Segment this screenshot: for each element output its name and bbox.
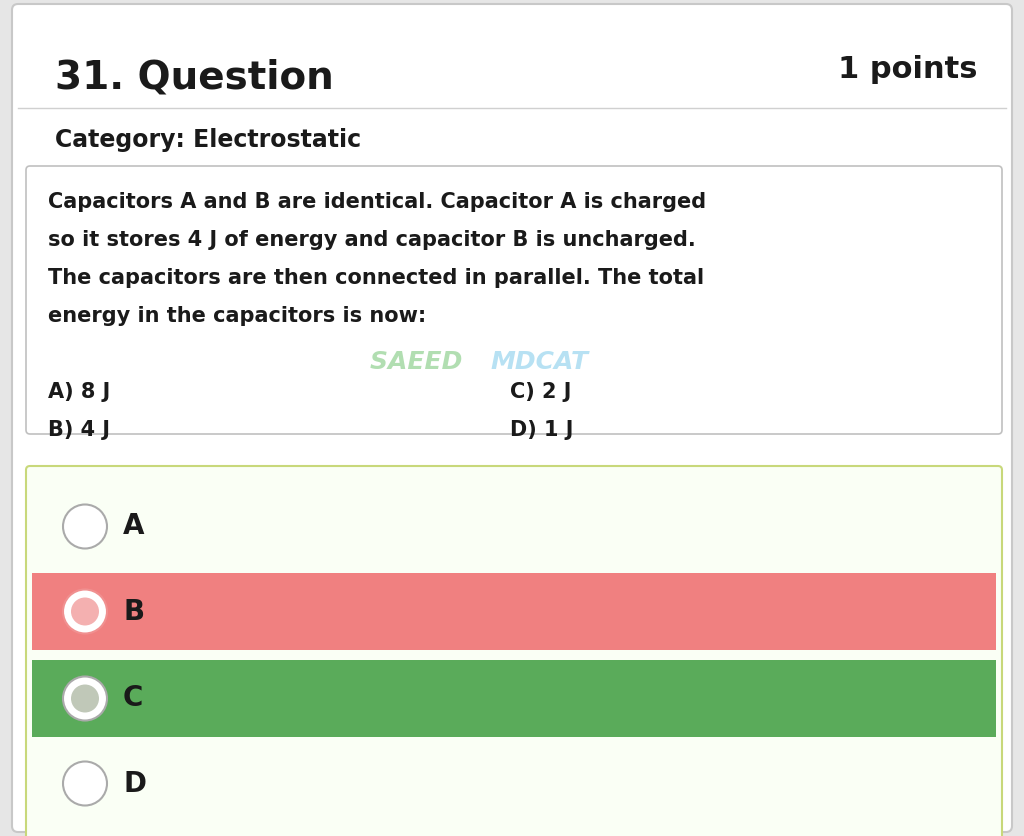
- Text: A: A: [123, 512, 144, 541]
- Text: D) 1 J: D) 1 J: [510, 420, 573, 440]
- Circle shape: [63, 762, 106, 806]
- Text: B) 4 J: B) 4 J: [48, 420, 110, 440]
- FancyBboxPatch shape: [32, 660, 996, 737]
- Circle shape: [71, 685, 99, 712]
- Text: C: C: [123, 685, 143, 712]
- Circle shape: [71, 598, 99, 625]
- Circle shape: [63, 676, 106, 721]
- FancyBboxPatch shape: [12, 4, 1012, 832]
- Text: MDCAT: MDCAT: [490, 350, 588, 374]
- Circle shape: [63, 504, 106, 548]
- Text: D: D: [123, 769, 146, 798]
- Text: SAEED: SAEED: [370, 350, 471, 374]
- FancyBboxPatch shape: [32, 573, 996, 650]
- Text: 1 points: 1 points: [839, 55, 978, 84]
- Text: 31. Question: 31. Question: [55, 58, 334, 96]
- Text: A) 8 J: A) 8 J: [48, 382, 111, 402]
- Text: The capacitors are then connected in parallel. The total: The capacitors are then connected in par…: [48, 268, 705, 288]
- FancyBboxPatch shape: [26, 466, 1002, 836]
- Text: Category: Electrostatic: Category: Electrostatic: [55, 128, 361, 152]
- Text: so it stores 4 J of energy and capacitor B is uncharged.: so it stores 4 J of energy and capacitor…: [48, 230, 695, 250]
- Text: Capacitors A and B are identical. Capacitor A is charged: Capacitors A and B are identical. Capaci…: [48, 192, 707, 212]
- Text: B: B: [123, 598, 144, 625]
- Text: C) 2 J: C) 2 J: [510, 382, 571, 402]
- Circle shape: [63, 589, 106, 634]
- FancyBboxPatch shape: [26, 166, 1002, 434]
- Text: energy in the capacitors is now:: energy in the capacitors is now:: [48, 306, 426, 326]
